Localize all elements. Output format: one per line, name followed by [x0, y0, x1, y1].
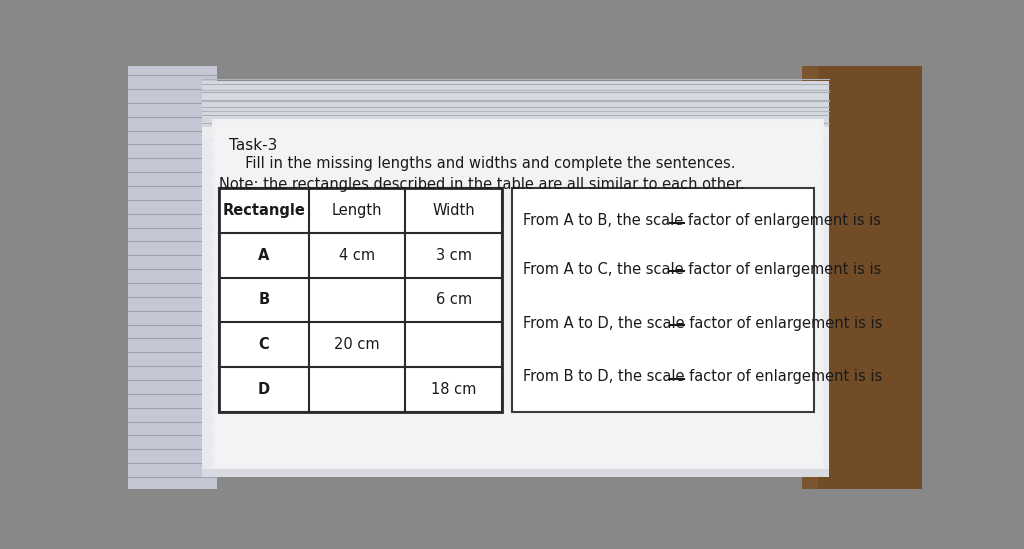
Text: 4 cm: 4 cm: [339, 248, 375, 263]
Text: From A to B, the scale factor of enlargement is is: From A to B, the scale factor of enlarge…: [523, 213, 882, 228]
Text: Length: Length: [332, 203, 382, 218]
Text: D: D: [258, 382, 270, 397]
Text: 20 cm: 20 cm: [334, 337, 380, 352]
Text: C: C: [259, 337, 269, 352]
Text: Width: Width: [432, 203, 475, 218]
Text: Task-3: Task-3: [228, 138, 278, 153]
Text: From B to D, the scale factor of enlargement is is: From B to D, the scale factor of enlarge…: [523, 369, 883, 384]
Bar: [202, 85, 829, 477]
Text: From A to C, the scale factor of enlargement is is: From A to C, the scale factor of enlarge…: [523, 262, 882, 277]
Text: 3 cm: 3 cm: [436, 248, 472, 263]
Text: 6 cm: 6 cm: [436, 293, 472, 307]
Bar: [802, 66, 922, 489]
Text: Fill in the missing lengths and widths and complete the sentences.: Fill in the missing lengths and widths a…: [237, 156, 736, 171]
Text: 18 cm: 18 cm: [431, 382, 476, 397]
Text: B: B: [258, 293, 269, 307]
Bar: [202, 138, 829, 469]
Text: From A to D, the scale factor of enlargement is is: From A to D, the scale factor of enlarge…: [523, 316, 883, 330]
Bar: [818, 66, 922, 489]
Bar: [219, 188, 503, 412]
Bar: [202, 81, 829, 127]
Bar: [212, 119, 824, 469]
Text: A: A: [258, 248, 269, 263]
Bar: [215, 121, 821, 467]
Bar: [512, 188, 814, 412]
Text: Rectangle: Rectangle: [222, 203, 305, 218]
Bar: [202, 442, 829, 477]
Text: Note: the rectangles described in the table are all similar to each other.: Note: the rectangles described in the ta…: [219, 177, 745, 192]
Bar: [128, 66, 217, 489]
